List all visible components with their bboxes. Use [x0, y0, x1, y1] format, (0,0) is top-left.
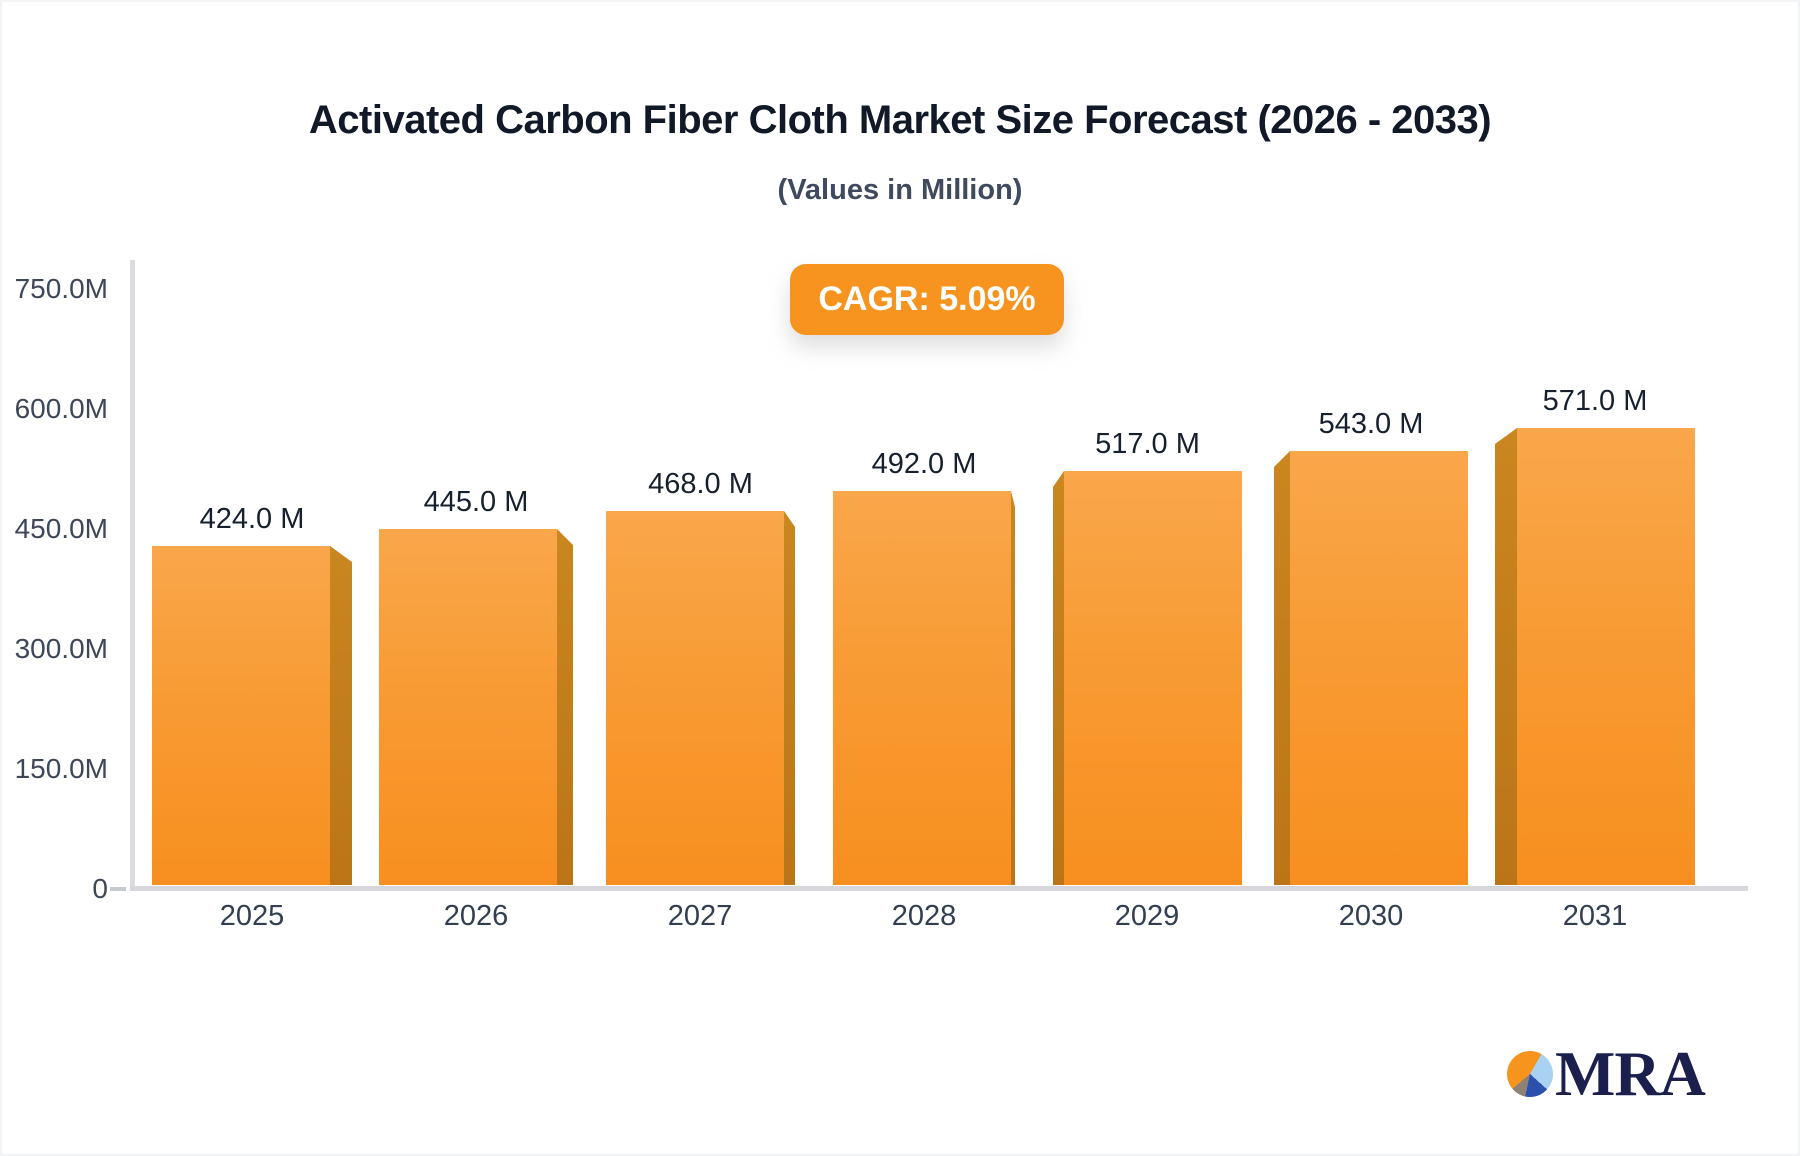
x-tick-label-2029: 2029: [1114, 900, 1180, 932]
bar-side: [1053, 471, 1064, 885]
y-tick-mark: [110, 887, 126, 891]
mra-logo-text: MRA: [1555, 1038, 1706, 1109]
bar-2029[interactable]: 517.0 M: [1053, 428, 1242, 885]
chart-subtitle: (Values in Million): [777, 174, 1023, 206]
y-axis-line: [130, 260, 135, 891]
bar-side: [1011, 491, 1015, 885]
bar-face: [606, 511, 784, 885]
bar-2027[interactable]: 468.0 M: [606, 468, 795, 885]
x-tick-label-2031: 2031: [1562, 900, 1628, 932]
x-tick-label-2026: 2026: [443, 900, 509, 932]
x-axis-line: [130, 886, 1748, 891]
y-tick-label: 150.0M: [14, 753, 108, 784]
bar-side: [784, 511, 795, 885]
bar-value-label: 445.0 M: [423, 486, 529, 518]
bar-2025[interactable]: 424.0 M: [152, 503, 352, 885]
x-tick-label-2028: 2028: [891, 900, 957, 932]
cagr-badge: CAGR: 5.09%: [790, 264, 1064, 335]
x-tick-label-2027: 2027: [667, 900, 733, 932]
bar-face: [1290, 451, 1468, 885]
mra-logo: MRA: [1507, 1042, 1747, 1106]
bar-face: [1517, 428, 1695, 885]
bar-value-label: 468.0 M: [648, 468, 753, 500]
bar-2026[interactable]: 445.0 M: [379, 486, 573, 885]
x-tick-label-2025: 2025: [219, 900, 285, 932]
bar-side: [557, 529, 573, 885]
bar-face: [833, 491, 1011, 885]
bar-2030[interactable]: 543.0 M: [1274, 408, 1468, 885]
y-tick-label: 750.0M: [14, 273, 108, 304]
bar-side: [330, 546, 352, 885]
y-tick-label: 0: [92, 873, 108, 904]
pie-chart-logo-icon: [1507, 1051, 1553, 1097]
bar-side: [1274, 451, 1290, 885]
bar-value-label: 517.0 M: [1095, 428, 1200, 460]
bar-face: [379, 529, 557, 885]
chart-title: Activated Carbon Fiber Cloth Market Size…: [308, 98, 1492, 142]
bar-face: [1064, 471, 1242, 885]
bar-face: [152, 546, 330, 885]
bar-2028[interactable]: 492.0 M: [833, 448, 1015, 885]
y-tick-label: 600.0M: [14, 393, 108, 424]
bar-value-label: 424.0 M: [199, 503, 305, 535]
bar-value-label: 571.0 M: [1542, 385, 1648, 417]
bar-value-label: 543.0 M: [1318, 408, 1424, 440]
y-tick-label: 450.0M: [14, 513, 108, 544]
bar-side: [1495, 428, 1517, 885]
x-tick-label-2030: 2030: [1338, 900, 1404, 932]
y-tick-label: 300.0M: [14, 633, 108, 664]
bar-2031[interactable]: 571.0 M: [1495, 385, 1695, 885]
bar-value-label: 492.0 M: [871, 448, 977, 480]
